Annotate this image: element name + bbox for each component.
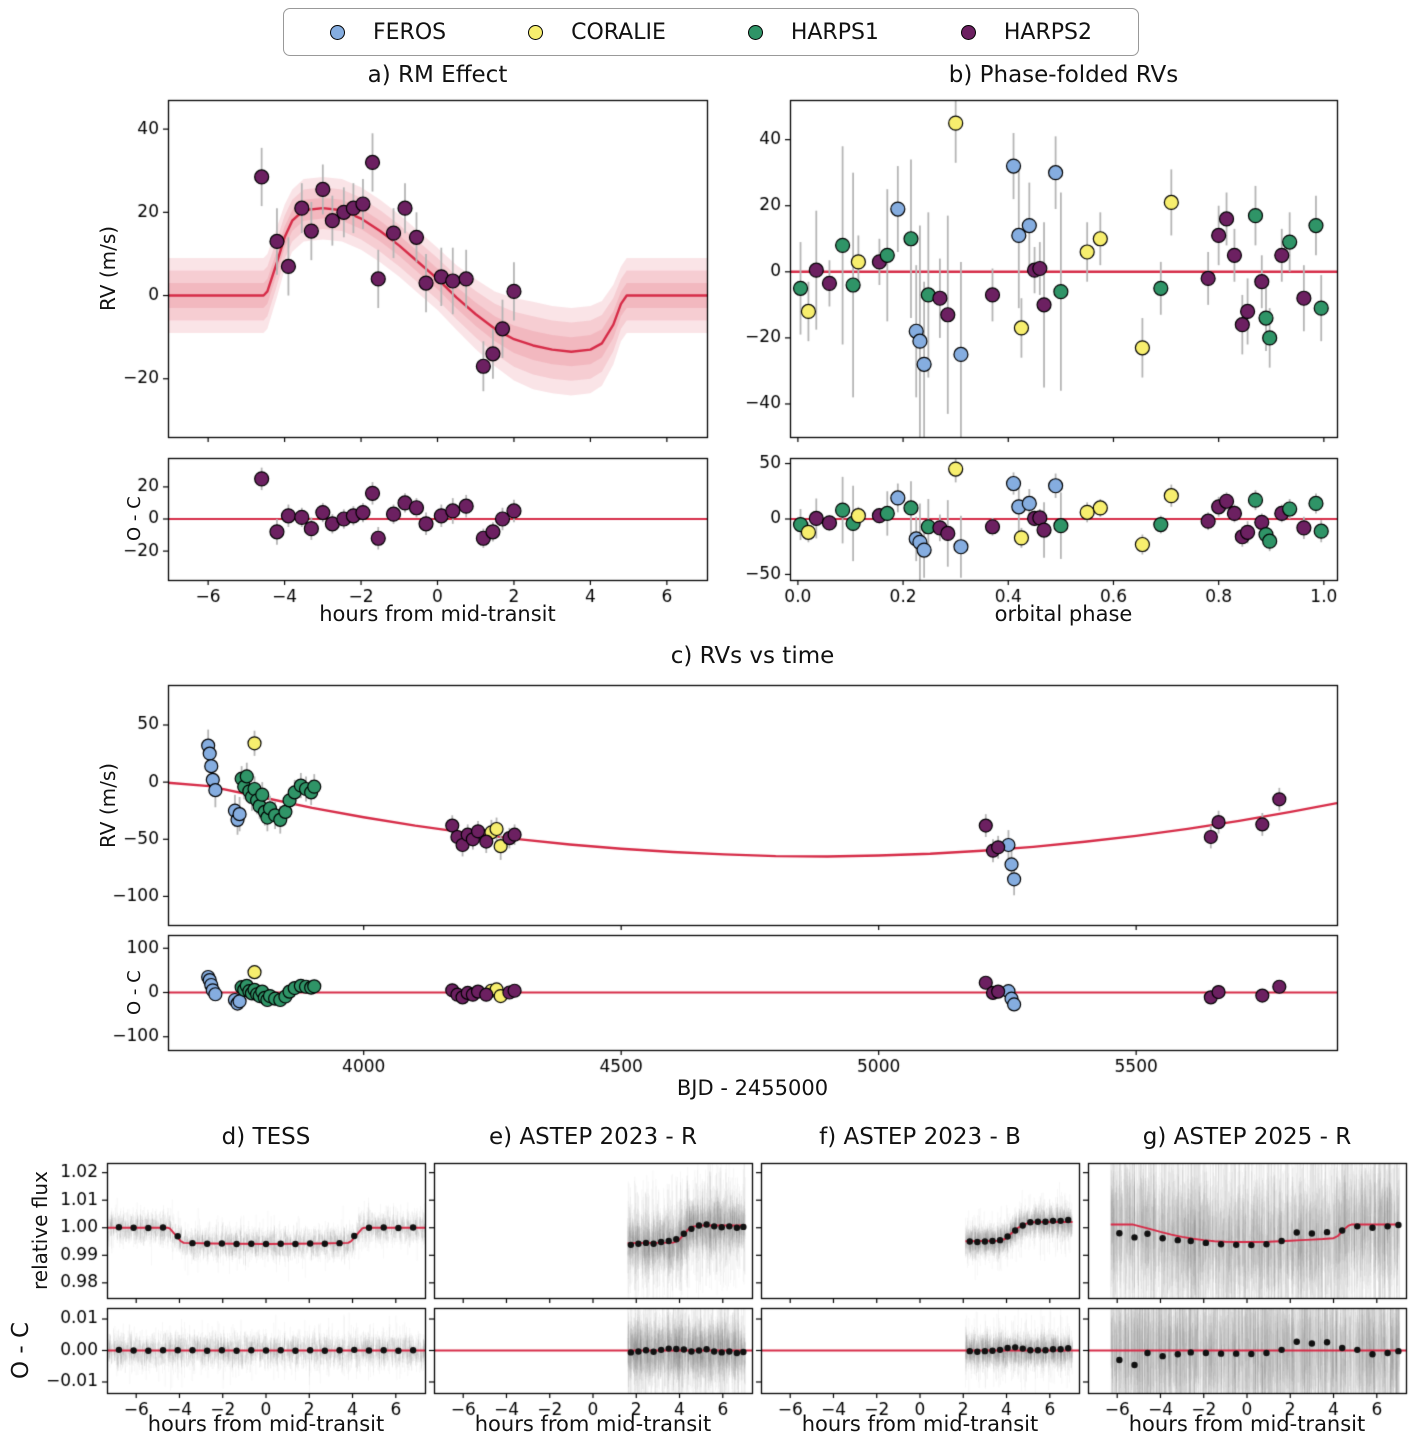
legend-label-feros: FEROS xyxy=(373,19,447,45)
feros-marker-icon xyxy=(330,24,345,40)
panel-e-xlabel: hours from mid-transit xyxy=(474,1412,712,1436)
panel-b-title: b) Phase-folded RVs xyxy=(948,62,1179,88)
panel-c-resid-ylabel: O - C xyxy=(124,970,145,1015)
panel-f-xlabel: hours from mid-transit xyxy=(801,1412,1039,1436)
panel-g-xlabel: hours from mid-transit xyxy=(1128,1412,1366,1436)
panel-c-xlabel: BJD - 2455000 xyxy=(676,1076,829,1100)
panel-d-xlabel: hours from mid-transit xyxy=(147,1412,385,1436)
lc-resid-ylabel: O - C xyxy=(8,1321,34,1379)
panel-d-title: d) TESS xyxy=(221,1124,311,1150)
panel-a-xlabel: hours from mid-transit xyxy=(319,602,556,626)
legend-item-feros: FEROS xyxy=(330,20,446,45)
harps1-marker-icon xyxy=(747,24,763,40)
legend: FEROS CORALIE HARPS1 HARPS2 xyxy=(283,8,1139,56)
panel-a-title: a) RM Effect xyxy=(367,62,508,88)
legend-item-coralie: CORALIE xyxy=(528,20,666,45)
panel-f-title: f) ASTEP 2023 - B xyxy=(819,1124,1021,1150)
coralie-marker-icon xyxy=(528,24,544,40)
harps2-marker-icon xyxy=(960,24,976,40)
legend-label-harps1: HARPS1 xyxy=(790,19,879,45)
lc-flux-ylabel: relative flux xyxy=(28,1171,52,1290)
legend-item-harps1: HARPS1 xyxy=(747,19,879,45)
panel-g-title: g) ASTEP 2025 - R xyxy=(1142,1124,1352,1150)
panel-c-ylabel: RV (m/s) xyxy=(96,762,120,848)
panel-a-ylabel: RV (m/s) xyxy=(96,225,120,312)
legend-item-harps2: HARPS2 xyxy=(960,19,1092,45)
panel-b-xlabel: orbital phase xyxy=(994,602,1133,626)
panel-a-resid-ylabel: O - C xyxy=(124,496,145,542)
panel-e-title: e) ASTEP 2023 - R xyxy=(489,1124,697,1150)
panel-c-title: c) RVs vs time xyxy=(670,643,835,669)
legend-label-coralie: CORALIE xyxy=(571,19,666,45)
legend-label-harps2: HARPS2 xyxy=(1003,19,1092,45)
